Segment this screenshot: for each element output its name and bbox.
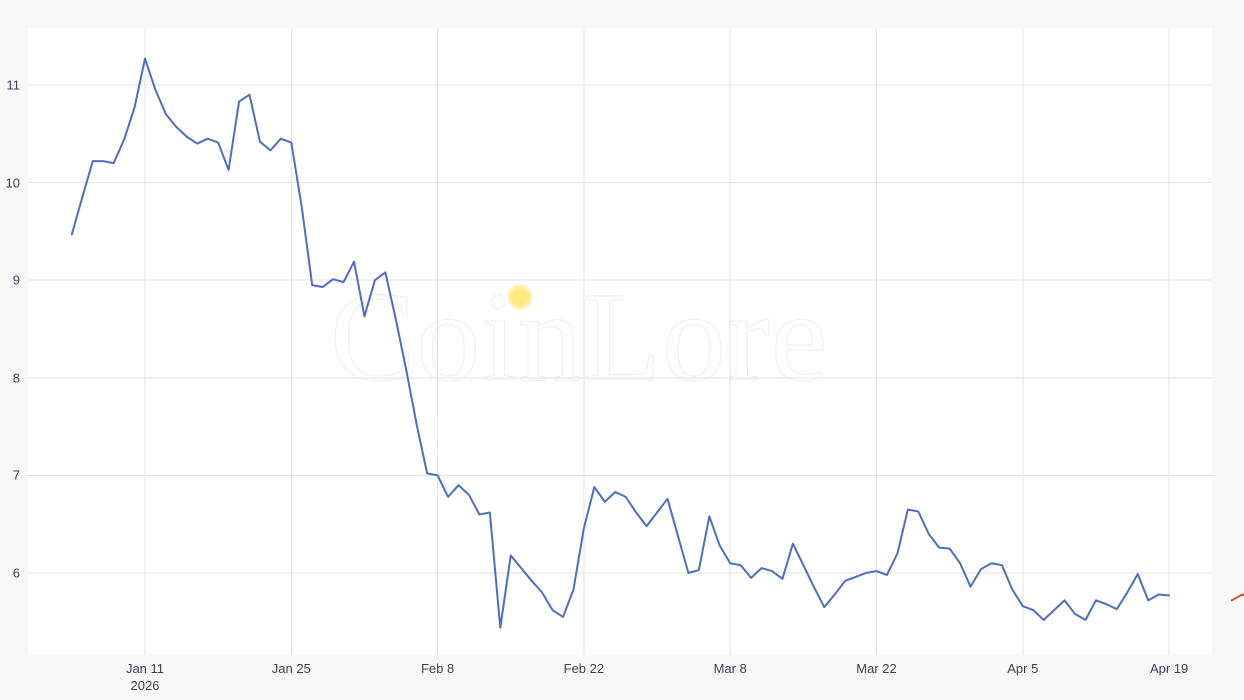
x-axis-tick-date: Mar 22 bbox=[856, 661, 897, 676]
x-axis-tick-label: Feb 8 bbox=[368, 660, 508, 677]
x-axis-tick-year: 2026 bbox=[130, 678, 160, 693]
y-axis-tick-label: 10 bbox=[5, 175, 20, 191]
plot-area bbox=[28, 28, 1212, 655]
y-axis-tick-label: 6 bbox=[12, 565, 20, 581]
y-axis-tick-label: 9 bbox=[12, 272, 20, 288]
x-axis-tick-date: Jan 11 bbox=[125, 661, 165, 676]
x-axis-tick-label: Jan 25 bbox=[221, 660, 361, 677]
x-axis-tick-label: Jan 11 2026 bbox=[75, 660, 215, 694]
y-axis-tick-label: 8 bbox=[12, 370, 20, 386]
x-axis-tick-date: Feb 22 bbox=[563, 661, 605, 676]
x-axis-tick-date: Apr 5 bbox=[1007, 661, 1039, 676]
x-axis-tick-date: Apr 19 bbox=[1149, 661, 1189, 676]
x-axis-tick-label: Mar 8 bbox=[660, 660, 800, 677]
x-axis-tick-label: Mar 22 bbox=[807, 660, 947, 677]
x-axis-tick-date: Mar 8 bbox=[713, 661, 747, 676]
y-axis-tick-label: 7 bbox=[12, 467, 20, 483]
x-axis-tick-label: Feb 22 bbox=[514, 660, 654, 677]
x-axis-tick-label: Apr 5 bbox=[953, 660, 1093, 677]
x-axis-tick-label: Apr 19 bbox=[1099, 660, 1239, 677]
y-axis-tick-label: 11 bbox=[6, 77, 21, 93]
x-axis-tick-date: Feb 8 bbox=[420, 661, 455, 676]
x-axis-tick-date: Jan 25 bbox=[271, 661, 311, 676]
